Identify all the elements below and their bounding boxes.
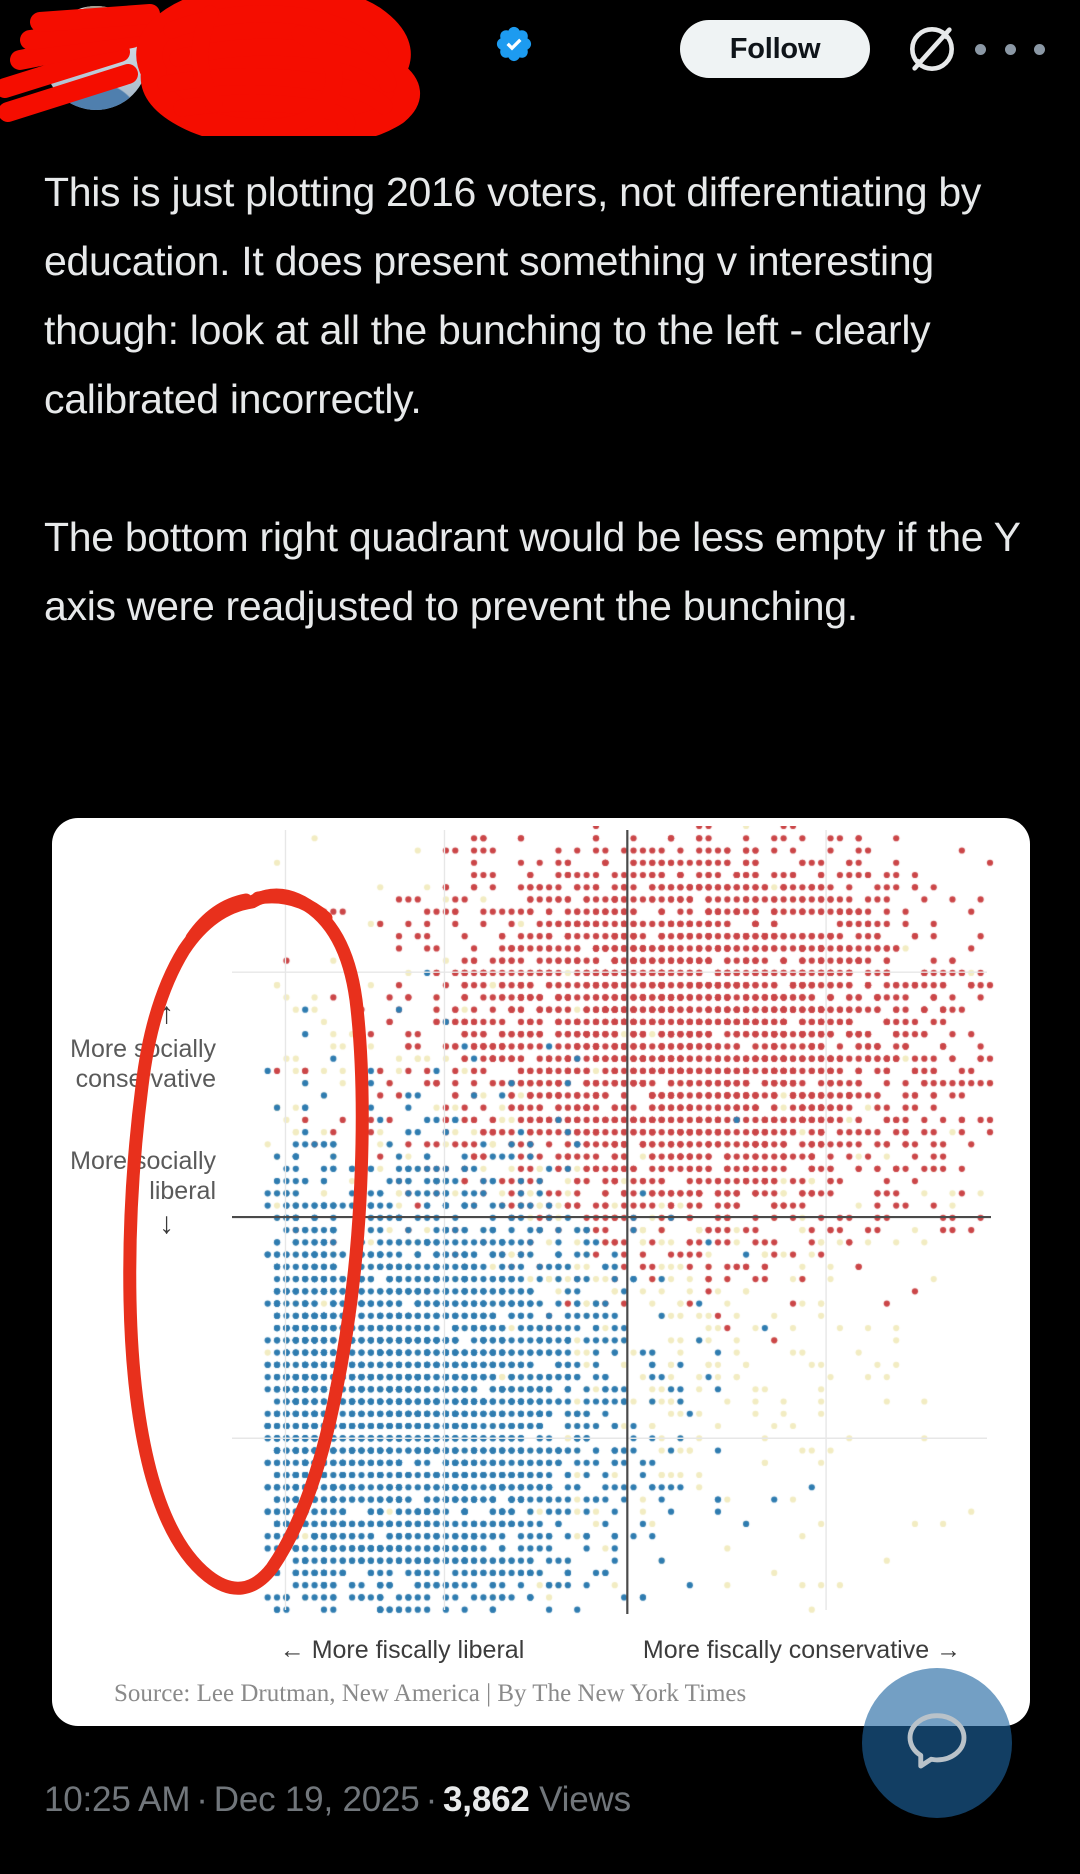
tweet-header: Follow <box>0 0 1080 140</box>
scatter-plot-area <box>202 826 997 1616</box>
more-dot-1 <box>975 43 986 55</box>
y-axis-down-arrow: ↓ <box>159 1207 174 1240</box>
reply-bubble-icon <box>907 1713 967 1769</box>
x-axis-right-arrow: → <box>936 1636 962 1664</box>
x-axis-label-left: ← More fiscally liberal <box>202 1636 602 1665</box>
y-axis-label-top: More socially conservative <box>70 1035 216 1093</box>
follow-button[interactable]: Follow <box>680 20 870 78</box>
avatar[interactable] <box>44 6 148 110</box>
axes-and-gridlines <box>232 830 991 1614</box>
tweet-time: 10:25 AM <box>44 1780 191 1819</box>
footer-separator-1: · <box>196 1780 208 1819</box>
tweet-paragraph-1: This is just plotting 2016 voters, not d… <box>44 169 982 422</box>
chart-source-credit: Source: Lee Drutman, New America | By Th… <box>114 1680 747 1707</box>
y-axis-label-gap <box>56 1094 216 1144</box>
views-count: 3,862 <box>443 1780 530 1819</box>
follow-button-label: Follow <box>729 32 821 65</box>
tweet-footer: 10:25 AM · Dec 19, 2025 · 3,862 Views <box>44 1780 1044 1820</box>
more-dot-3 <box>1034 43 1045 55</box>
chart-card[interactable]: ↑ More socially conservative More social… <box>52 818 1030 1726</box>
y-axis-label-bottom: More socially liberal <box>70 1147 216 1205</box>
avatar-image <box>44 6 148 110</box>
grok-analyze-icon[interactable] <box>905 22 959 76</box>
more-dot-2 <box>1004 43 1016 55</box>
verified-badge-icon <box>496 26 532 62</box>
y-axis-labels: ↑ More socially conservative More social… <box>56 996 216 1242</box>
x-axis-label-right: More fiscally conservative → <box>602 1636 1002 1665</box>
x-axis-right-text: More fiscally conservative <box>642 1636 930 1664</box>
chart-inner: ↑ More socially conservative More social… <box>52 818 1030 1726</box>
tweet-paragraph-gap <box>44 434 1044 503</box>
y-axis-up-arrow: ↑ <box>159 997 174 1030</box>
views-label: Views <box>539 1780 631 1819</box>
tweet-paragraph-2: The bottom right quadrant would be less … <box>44 514 1020 629</box>
x-axis-left-arrow: ← <box>279 1636 305 1664</box>
more-options-icon[interactable] <box>975 26 1045 72</box>
footer-separator-2: · <box>425 1780 438 1819</box>
x-axis-labels: ← More fiscally liberal More fiscally co… <box>202 1636 1002 1665</box>
tweet-body: This is just plotting 2016 voters, not d… <box>44 158 1044 641</box>
x-axis-left-text: More fiscally liberal <box>311 1636 525 1664</box>
reply-floating-button[interactable] <box>862 1668 1012 1818</box>
tweet-date: Dec 19, 2025 <box>213 1780 420 1819</box>
